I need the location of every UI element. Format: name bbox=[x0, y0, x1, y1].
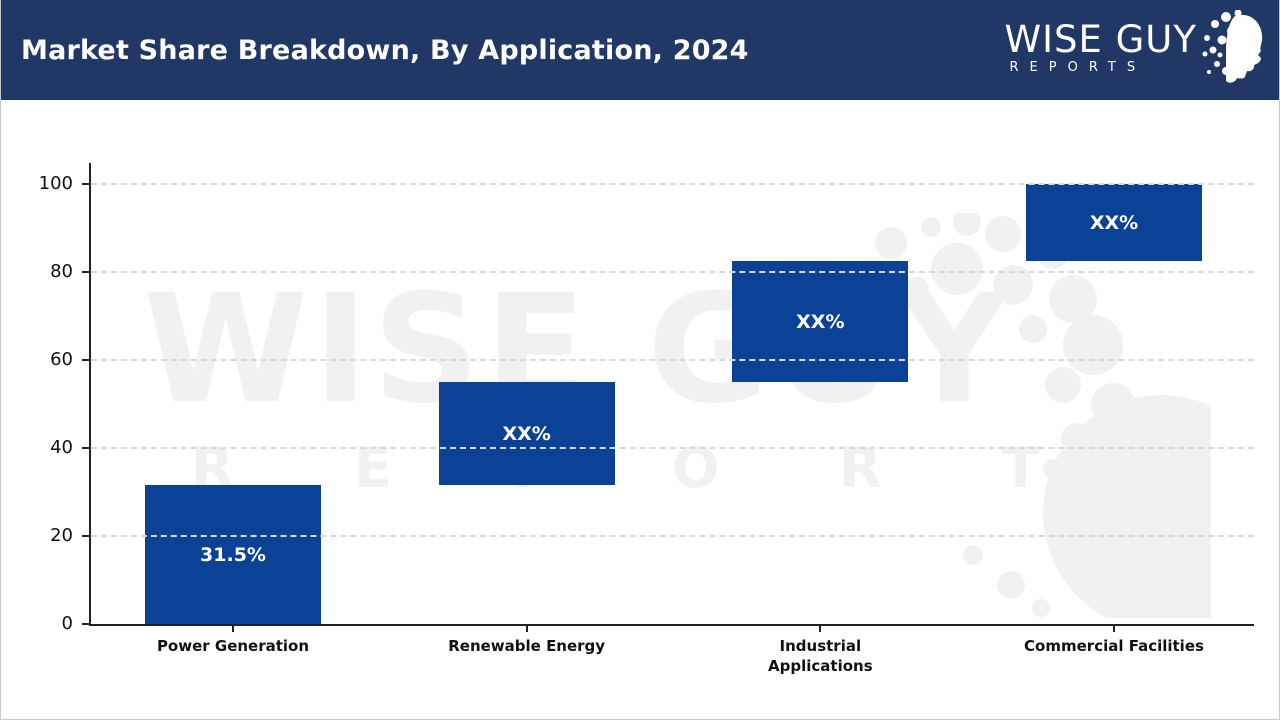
bar-value-label-commercial-facilities: XX% bbox=[1089, 211, 1139, 234]
y-tick-mark-80 bbox=[82, 271, 89, 273]
y-tick-label-0: 0 bbox=[61, 613, 73, 634]
logo-text: WISE GUY REPORTS bbox=[1004, 17, 1197, 76]
x-tick-mark-industrial-applications bbox=[819, 626, 822, 632]
logo-brand-subtitle: REPORTS bbox=[1009, 60, 1147, 76]
logo-brand-name: WISE GUY bbox=[1004, 17, 1197, 61]
x-axis-label-renewable-energy: Renewable Energy bbox=[448, 637, 606, 655]
y-tick-mark-100 bbox=[82, 183, 89, 185]
x-tick-mark-commercial-facilities bbox=[1113, 626, 1115, 632]
x-axis-label-industrial-applications: Industrial Applications bbox=[768, 637, 873, 675]
x-tick-mark-power-generation bbox=[232, 626, 234, 632]
y-tick-mark-40 bbox=[82, 447, 89, 449]
y-tick-mark-0 bbox=[82, 623, 89, 625]
y-tick-label-80: 80 bbox=[50, 261, 73, 282]
y-tick-label-40: 40 bbox=[50, 437, 73, 458]
y-tick-label-20: 20 bbox=[50, 525, 73, 546]
bar-power-generation: 31.5% bbox=[145, 485, 321, 624]
y-tick-label-60: 60 bbox=[50, 349, 73, 370]
x-axis-label-power-generation: Power Generation bbox=[156, 637, 310, 655]
y-tick-mark-20 bbox=[82, 535, 89, 537]
wise-guy-reports-logo: WISE GUY REPORTS bbox=[1005, 10, 1265, 86]
bar-commercial-facilities: XX% bbox=[1026, 184, 1202, 261]
dotted-head-icon bbox=[1202, 10, 1263, 83]
bar-value-label-industrial-applications: XX% bbox=[796, 310, 845, 333]
y-tick-label-100: 100 bbox=[38, 173, 73, 194]
y-tick-mark-60 bbox=[82, 359, 89, 361]
bar-value-label-power-generation: 31.5% bbox=[200, 543, 266, 566]
header-band: Market Share Breakdown, By Application, … bbox=[1, 0, 1279, 100]
watermark-dotted-head bbox=[875, 213, 1211, 618]
x-axis-label-commercial-facilities: Commercial Facilities bbox=[1024, 637, 1204, 655]
bar-renewable-energy: XX% bbox=[438, 382, 615, 486]
page-title: Market Share Breakdown, By Application, … bbox=[21, 34, 749, 66]
bar-value-label-renewable-energy: XX% bbox=[502, 422, 551, 445]
watermark-text-line2: R E P O R T S bbox=[191, 436, 1250, 501]
bar-industrial-applications: XX% bbox=[732, 261, 909, 382]
plot-area: WISE GUY R E P O R T S 0 20 40 60 80 100 31.5%… bbox=[39, 163, 1254, 675]
x-tick-mark-renewable-energy bbox=[525, 626, 528, 632]
